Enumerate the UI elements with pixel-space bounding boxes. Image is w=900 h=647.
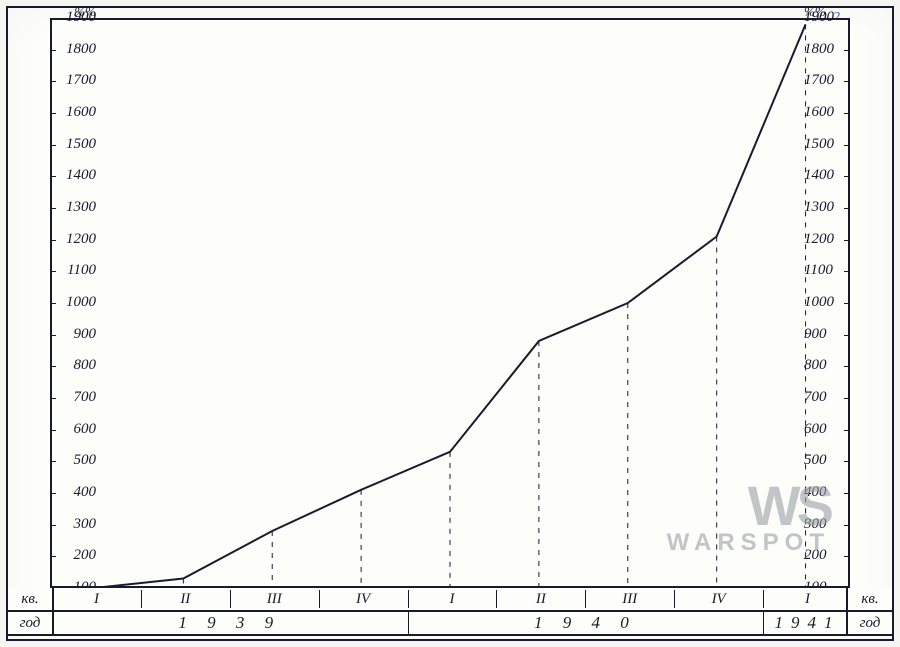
x-tick-quarter: IV <box>674 588 763 610</box>
x-tick-quarter: I <box>763 588 852 610</box>
data-line <box>94 24 805 588</box>
x-tick-quarter: III <box>230 588 319 610</box>
x-tick-quarter: II <box>496 588 585 610</box>
plot-area: 1001002002003003004004005005006006007007… <box>50 18 850 588</box>
x-axis-row: кв.кв.IIIIIIIVIIIIIIIVI <box>6 588 894 612</box>
x-tick-year: 1 9 4 0 <box>408 612 764 634</box>
x-tick-quarter: III <box>585 588 674 610</box>
x-tick-quarter: IV <box>319 588 408 610</box>
x-row-label: кв. <box>8 588 54 610</box>
x-tick-quarter: II <box>141 588 230 610</box>
x-tick-quarter: I <box>52 588 141 610</box>
chart-svg <box>50 18 850 588</box>
x-tick-year: 1941 <box>763 612 852 634</box>
x-row-label: год <box>846 612 892 634</box>
x-row-label: год <box>8 612 54 634</box>
x-row-label: кв. <box>846 588 892 610</box>
x-tick-quarter: I <box>408 588 497 610</box>
x-axis-row: годгод1 9 3 91 9 4 01941 <box>6 612 894 636</box>
x-tick-year: 1 9 3 9 <box>52 612 408 634</box>
